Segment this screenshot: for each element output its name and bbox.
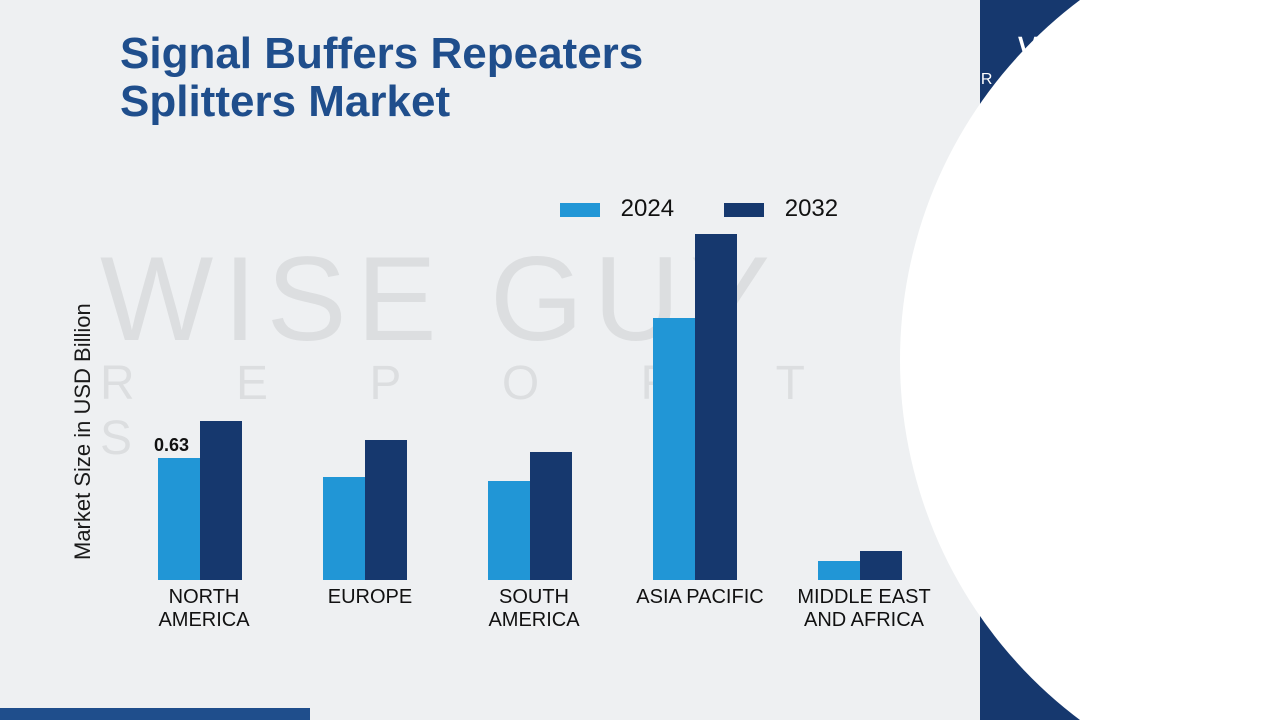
legend-item-2024: 2024 <box>560 195 674 223</box>
plot-area: 0.63NORTH AMERICAEUROPESOUTH AMERICAASIA… <box>120 230 940 580</box>
legend-item-2032: 2032 <box>724 195 838 223</box>
legend-label-2032: 2032 <box>785 195 838 222</box>
category-label: EUROPE <box>300 586 440 609</box>
category-label: NORTH AMERICA <box>134 586 274 632</box>
bar-value-label: 0.63 <box>154 435 189 456</box>
brand-logo: WISE GUY R E P O R T S <box>981 30 1240 89</box>
stage: WISE GUY R E P O R T S WISE GUY R E P O … <box>0 0 1280 720</box>
bar <box>323 477 365 580</box>
legend-swatch-2024 <box>560 203 600 217</box>
bar: 0.63 <box>158 458 200 580</box>
bar <box>860 551 902 580</box>
category-label: ASIA PACIFIC <box>630 586 770 609</box>
category-label: MIDDLE EAST AND AFRICA <box>794 586 934 632</box>
bar <box>653 318 695 580</box>
chart-title: Signal Buffers Repeaters Splitters Marke… <box>120 30 760 127</box>
y-axis-label: Market Size in USD Billion <box>70 303 96 560</box>
bar <box>818 561 860 580</box>
bar <box>530 452 572 580</box>
brand-sub: R E P O R T S <box>981 71 1240 89</box>
bar <box>365 440 407 580</box>
bar <box>695 234 737 580</box>
category-label: SOUTH AMERICA <box>464 586 604 632</box>
accent-strip <box>0 708 310 720</box>
bar <box>488 481 530 580</box>
arc <box>900 0 1280 720</box>
legend-swatch-2032 <box>724 203 764 217</box>
legend-label-2024: 2024 <box>621 195 674 222</box>
bar <box>200 421 242 580</box>
brand-main: WISE GUY <box>981 30 1240 73</box>
legend: 2024 2032 <box>560 195 838 223</box>
